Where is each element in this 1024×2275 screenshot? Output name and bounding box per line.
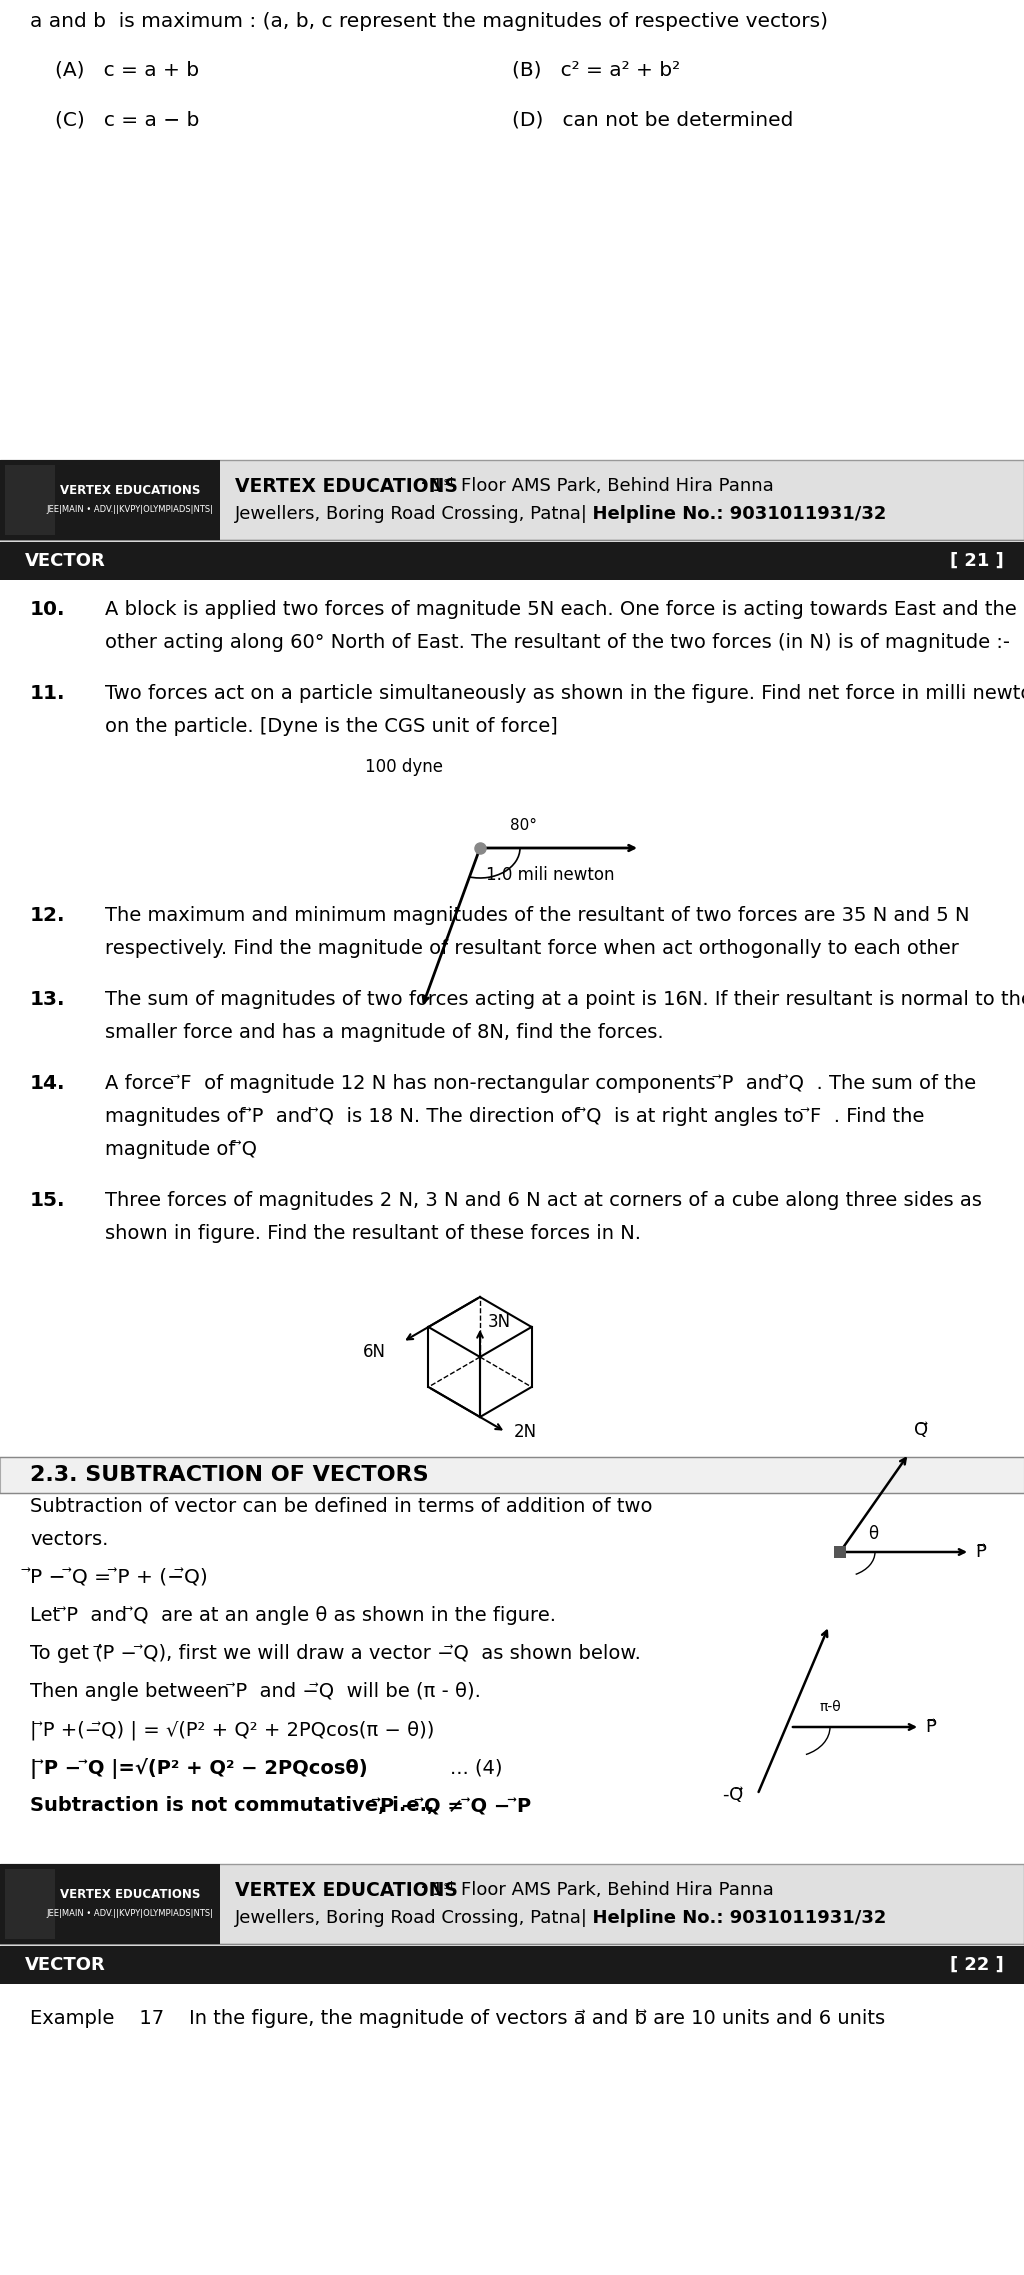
Text: π-θ: π-θ: [820, 1699, 842, 1713]
Text: Q⃗: Q⃗: [913, 1420, 928, 1438]
Text: on the particle. [Dyne is the CGS unit of force]: on the particle. [Dyne is the CGS unit o…: [105, 717, 558, 737]
Text: 2N: 2N: [514, 1422, 537, 1440]
Bar: [0, 1863, 1024, 1945]
Bar: [0, 460, 220, 539]
Text: A force ⃗F  of magnitude 12 N has non-rectangular components ⃗P  and ⃗Q  . The s: A force ⃗F of magnitude 12 N has non-rec…: [105, 1074, 976, 1092]
Text: (D)   can not be determined: (D) can not be determined: [512, 109, 794, 130]
Text: Jewellers, Boring Road Crossing, Patna|: Jewellers, Boring Road Crossing, Patna|: [234, 505, 588, 523]
Text: ⃗P − ⃗Q = ⃗P + (−⃗Q): ⃗P − ⃗Q = ⃗P + (−⃗Q): [30, 1567, 208, 1588]
Bar: [0, 541, 1024, 580]
Bar: [0, 1456, 1024, 1492]
Text: Subtraction is not commutative, i.e.,: Subtraction is not commutative, i.e.,: [30, 1795, 447, 1815]
Text: Three forces of magnitudes 2 N, 3 N and 6 N act at corners of a cube along three: Three forces of magnitudes 2 N, 3 N and …: [105, 1192, 982, 1210]
Text: 13.: 13.: [30, 990, 66, 1010]
Text: -Q⃗: -Q⃗: [723, 1786, 743, 1804]
Text: vectors.: vectors.: [30, 1531, 109, 1549]
Text: Helpline No.: 9031011931/32: Helpline No.: 9031011931/32: [580, 1909, 887, 1927]
Text: 2.3. SUBTRACTION OF VECTORS: 2.3. SUBTRACTION OF VECTORS: [30, 1465, 429, 1486]
Text: magnitude of ⃗Q: magnitude of ⃗Q: [105, 1140, 257, 1158]
Text: [ 21 ]: [ 21 ]: [950, 553, 1004, 571]
Bar: [834, 1547, 846, 1558]
Text: VERTEX EDUCATIONS: VERTEX EDUCATIONS: [59, 485, 200, 496]
Text: 3N: 3N: [488, 1313, 511, 1331]
Text: 11.: 11.: [30, 685, 66, 703]
Text: Helpline No.: 9031011931/32: Helpline No.: 9031011931/32: [580, 505, 887, 523]
Text: P⃗: P⃗: [925, 1718, 936, 1736]
Text: [ 22 ]: [ 22 ]: [950, 1956, 1004, 1975]
Text: VECTOR: VECTOR: [25, 553, 105, 571]
Text: Subtraction of vector can be defined in terms of addition of two: Subtraction of vector can be defined in …: [30, 1497, 652, 1515]
Text: 10.: 10.: [30, 601, 66, 619]
Text: a and b  is maximum : (a, b, c represent the magnitudes of respective vectors): a and b is maximum : (a, b, c represent …: [30, 11, 828, 32]
Text: ... (4): ... (4): [450, 1759, 503, 1777]
Text: 14.: 14.: [30, 1074, 66, 1092]
Text: other acting along 60° North of East. The resultant of the two forces (in N) is : other acting along 60° North of East. Th…: [105, 632, 1010, 653]
Bar: [5, 464, 55, 535]
Text: VERTEX EDUCATIONS: VERTEX EDUCATIONS: [59, 1888, 200, 1900]
Text: Two forces act on a particle simultaneously as shown in the figure. Find net for: Two forces act on a particle simultaneou…: [105, 685, 1024, 703]
Text: smaller force and has a magnitude of 8N, find the forces.: smaller force and has a magnitude of 8N,…: [105, 1024, 664, 1042]
Text: 6N: 6N: [362, 1342, 386, 1360]
Text: JEE|MAIN • ADV.||KVPY|OLYMPIADS|NTS|: JEE|MAIN • ADV.||KVPY|OLYMPIADS|NTS|: [46, 505, 213, 514]
Text: Jewellers, Boring Road Crossing, Patna|: Jewellers, Boring Road Crossing, Patna|: [234, 1909, 588, 1927]
Text: (A)   c = a + b: (A) c = a + b: [55, 59, 199, 80]
Text: VERTEX EDUCATIONS: VERTEX EDUCATIONS: [234, 1881, 458, 1900]
Text: Example    17    In the figure, the magnitude of vectors a⃗ and b⃗ are 10 units : Example 17 In the figure, the magnitude …: [30, 2009, 885, 2027]
Text: VECTOR: VECTOR: [25, 1956, 105, 1975]
Text: P⃗: P⃗: [975, 1542, 986, 1561]
Text: 100 dyne: 100 dyne: [365, 758, 443, 776]
Text: (B)   c² = a² + b²: (B) c² = a² + b²: [512, 59, 680, 80]
Text: A block is applied two forces of magnitude 5N each. One force is acting towards : A block is applied two forces of magnitu…: [105, 601, 1017, 619]
Text: ⃗P − ⃗Q ≠ ⃗Q − ⃗P: ⃗P − ⃗Q ≠ ⃗Q − ⃗P: [380, 1795, 531, 1815]
Text: Let ⃗P  and ⃗Q  are at an angle θ as shown in the figure.: Let ⃗P and ⃗Q are at an angle θ as shown…: [30, 1606, 556, 1624]
Text: magnitudes of ⃗P  and ⃗Q  is 18 N. The direction of ⃗Q  is at right angles to ⃗F: magnitudes of ⃗P and ⃗Q is 18 N. The dir…: [105, 1108, 925, 1126]
Bar: [0, 1863, 220, 1945]
Text: VERTEX EDUCATIONS: VERTEX EDUCATIONS: [234, 475, 458, 496]
Text: 15.: 15.: [30, 1192, 66, 1210]
Text: θ: θ: [868, 1524, 879, 1542]
Text: JEE|MAIN • ADV.||KVPY|OLYMPIADS|NTS|: JEE|MAIN • ADV.||KVPY|OLYMPIADS|NTS|: [46, 1909, 213, 1918]
Text: 12.: 12.: [30, 905, 66, 926]
Text: (C)   c = a − b: (C) c = a − b: [55, 109, 200, 130]
Text: 80°: 80°: [510, 819, 537, 833]
Text: : 1ˢᵗ Floor AMS Park, Behind Hira Panna: : 1ˢᵗ Floor AMS Park, Behind Hira Panna: [420, 478, 774, 496]
Text: | ⃗P +(−⃗Q) | = √(P² + Q² + 2PQcos(π − θ)): | ⃗P +(−⃗Q) | = √(P² + Q² + 2PQcos(π − θ…: [30, 1720, 434, 1740]
Bar: [0, 1945, 1024, 1984]
Bar: [5, 1870, 55, 1938]
Text: shown in figure. Find the resultant of these forces in N.: shown in figure. Find the resultant of t…: [105, 1224, 641, 1242]
Text: The sum of magnitudes of two forces acting at a point is 16N. If their resultant: The sum of magnitudes of two forces acti…: [105, 990, 1024, 1010]
Bar: [0, 460, 1024, 539]
Text: respectively. Find the magnitude of resultant force when act orthogonally to eac: respectively. Find the magnitude of resu…: [105, 940, 958, 958]
Text: | ⃗P − ⃗Q |=√(P² + Q² − 2PQcosθ): | ⃗P − ⃗Q |=√(P² + Q² − 2PQcosθ): [30, 1759, 368, 1779]
Text: 1.0 mili newton: 1.0 mili newton: [485, 867, 614, 885]
Text: : 1ˢᵗ Floor AMS Park, Behind Hira Panna: : 1ˢᵗ Floor AMS Park, Behind Hira Panna: [420, 1881, 774, 1900]
Text: To get (⃗P − ⃗Q), first we will draw a vector −⃗Q  as shown below.: To get (⃗P − ⃗Q), first we will draw a v…: [30, 1645, 641, 1663]
Text: Then angle between ⃗P  and −⃗Q  will be (π - θ).: Then angle between ⃗P and −⃗Q will be (π…: [30, 1681, 481, 1702]
Text: The maximum and minimum magnitudes of the resultant of two forces are 35 N and 5: The maximum and minimum magnitudes of th…: [105, 905, 970, 926]
